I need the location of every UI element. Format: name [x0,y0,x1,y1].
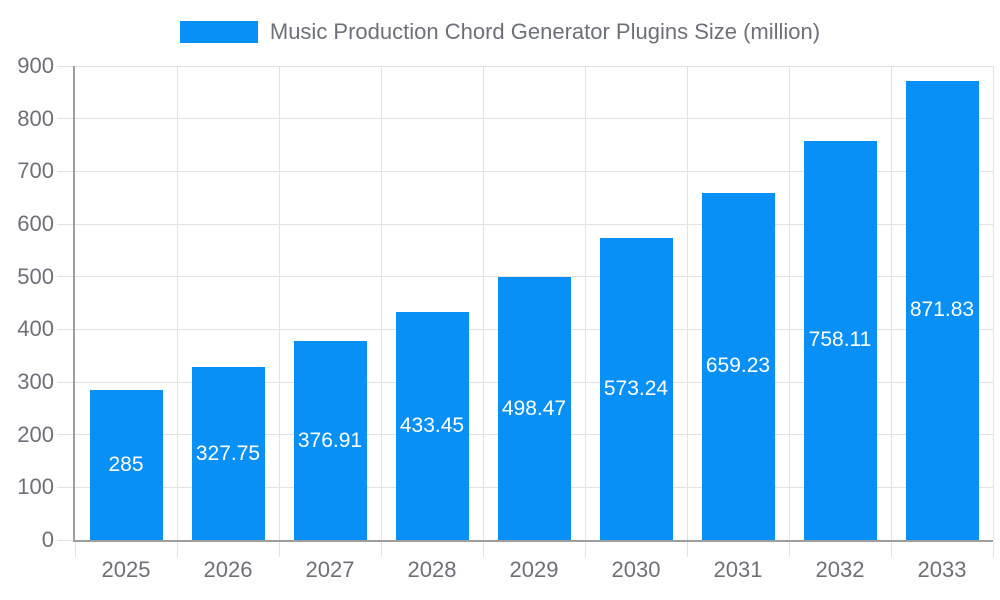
gridline-vertical [686,66,688,540]
x-axis-tick [482,542,484,557]
y-tick-label: 700 [17,158,54,184]
x-tick-label: 2031 [713,557,763,582]
y-tick-label: 900 [17,53,54,78]
bar-2033[interactable] [905,80,979,540]
y-axis-tick [57,223,74,225]
y-axis-tick [57,118,74,120]
x-tick-label: 2026 [203,557,253,582]
legend-label: Music Production Chord Generator Plugins… [269,19,821,44]
gridline-vertical [278,66,280,540]
gridline-vertical [482,66,484,540]
x-tick-label: 2033 [917,557,967,582]
x-axis-tick [992,542,994,557]
bar-2025[interactable] [89,389,163,540]
x-tick-label: 2027 [305,557,355,582]
x-tick-label: 2030 [611,557,661,582]
bar-2029[interactable] [497,277,571,540]
x-tick-label: 2028 [407,557,457,582]
y-axis-tick [57,276,74,278]
x-axis-tick [890,542,892,557]
y-tick-label: 500 [17,263,54,289]
gridline-vertical [380,66,382,540]
y-tick-label: 200 [17,421,54,447]
gridline-horizontal [75,276,993,278]
y-tick-label: 800 [17,105,54,131]
y-tick-label: 400 [17,316,54,342]
x-axis-tick [278,542,280,557]
x-axis-tick [176,542,178,557]
bar-2027[interactable] [293,341,367,540]
gridline-vertical [890,66,892,540]
x-axis-tick [686,542,688,557]
bar-2028[interactable] [395,311,469,540]
legend-swatch [179,21,258,43]
gridline-vertical [788,66,790,540]
x-axis-tick [584,542,586,557]
x-axis-tick [788,542,790,557]
gridline-vertical [992,66,994,540]
y-axis-tick [57,539,74,541]
bar-2031[interactable] [701,192,775,540]
x-axis-tick [74,542,76,557]
gridline-vertical [584,66,586,540]
y-axis-tick [57,381,74,383]
x-tick-label: 2032 [815,557,865,582]
x-axis-line [73,540,993,542]
chart-legend[interactable]: Music Production Chord Generator Plugins… [0,19,1000,45]
y-axis-tick [57,170,74,172]
y-tick-label: 300 [17,369,54,394]
y-tick-label: 600 [17,211,54,236]
gridline-horizontal [75,170,993,172]
bar-2032[interactable] [803,140,877,540]
gridline-horizontal [75,65,993,67]
bar-2030[interactable] [599,238,673,540]
gridline-horizontal [75,118,993,120]
gridline-vertical [176,66,178,540]
bar-2026[interactable] [191,367,265,540]
x-tick-label: 2025 [101,557,151,582]
x-axis-tick [380,542,382,557]
y-axis-tick [57,65,74,67]
y-tick-label: 100 [17,474,54,500]
y-axis-tick [57,328,74,330]
gridline-horizontal [75,223,993,225]
y-axis-tick [57,486,74,488]
y-axis-line [73,66,75,540]
y-tick-label: 0 [41,527,54,552]
x-tick-label: 2029 [509,557,559,582]
y-axis-tick [57,434,74,436]
